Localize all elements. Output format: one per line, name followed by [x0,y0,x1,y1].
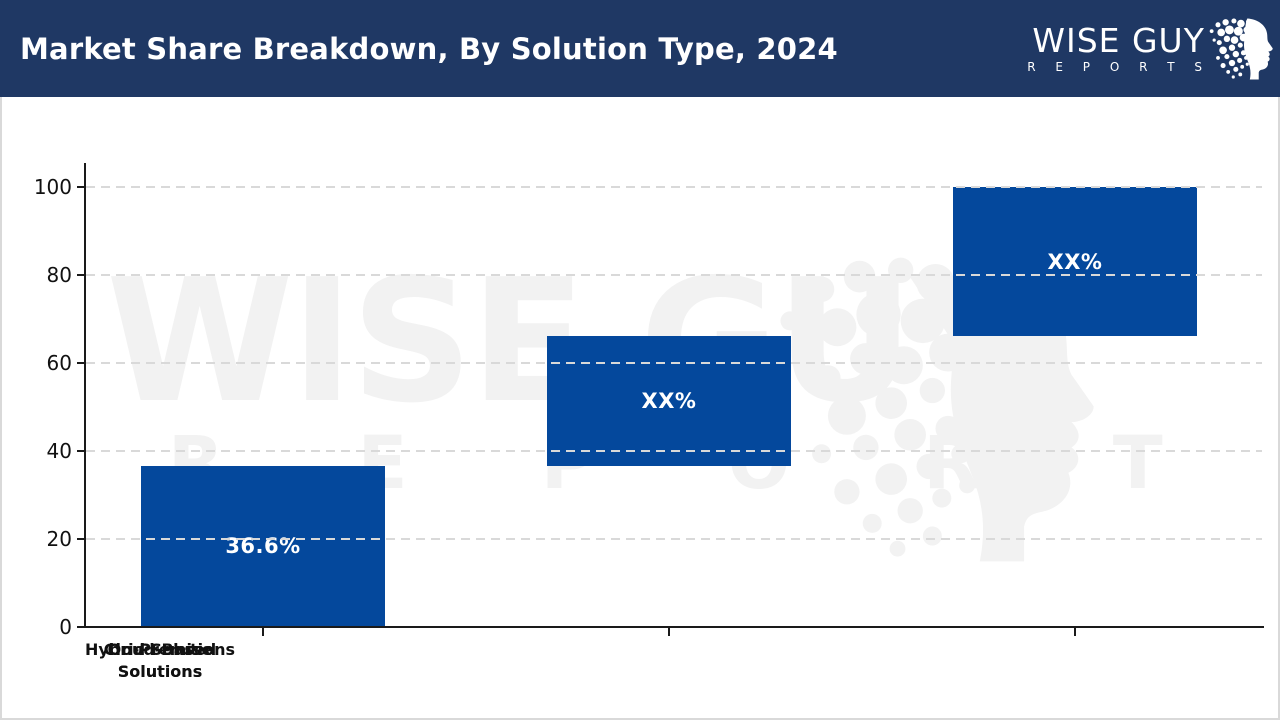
x-tick-mark [1074,628,1076,636]
gridline [86,450,1262,452]
x-label-on-premise: On-Premise Solutions [107,640,213,681]
gridline [86,274,1262,276]
x-tick-mark [262,628,264,636]
logo-tagline: R E P O R T S [1027,59,1210,74]
y-tick-label: 60 [46,351,72,375]
logo-text: WISE GUY R E P O R T S [1027,24,1210,74]
x-axis-line [84,626,1264,628]
bar-cloud-based: 36.6% [141,465,385,627]
y-tick-mark [77,362,84,364]
gridline [86,186,1262,188]
y-tick-mark [77,274,84,276]
y-tick-label: 20 [46,527,72,551]
y-tick-mark [77,538,84,540]
gridline [86,538,1262,540]
y-axis-line [84,163,86,628]
y-tick-label: 80 [46,263,72,287]
bar-label: XX% [1047,249,1103,274]
x-tick-mark [668,628,670,636]
y-tick-label: 0 [59,615,72,639]
y-tick-mark [77,626,84,628]
gridline [86,362,1262,364]
y-tick-label: 40 [46,439,72,463]
y-tick-mark [77,186,84,188]
bar-label: XX% [641,389,697,414]
header: Market Share Breakdown, By Solution Type… [0,0,1280,97]
page-title: Market Share Breakdown, By Solution Type… [20,31,838,66]
y-tick-label: 100 [33,175,72,199]
x-label-hybrid: Hybrid Solutions [84,640,236,659]
y-tick-mark [77,450,84,452]
wise-guy-logo: WISE GUY R E P O R T S [1027,4,1274,94]
bar-hybrid: XX% [953,187,1197,337]
logo-name: WISE GUY [1032,21,1205,61]
x-label-cloud-based: Cloud-Based Solutions [103,640,217,681]
bar-on-premise: XX% [547,336,791,466]
logo-face-icon [1204,6,1274,92]
